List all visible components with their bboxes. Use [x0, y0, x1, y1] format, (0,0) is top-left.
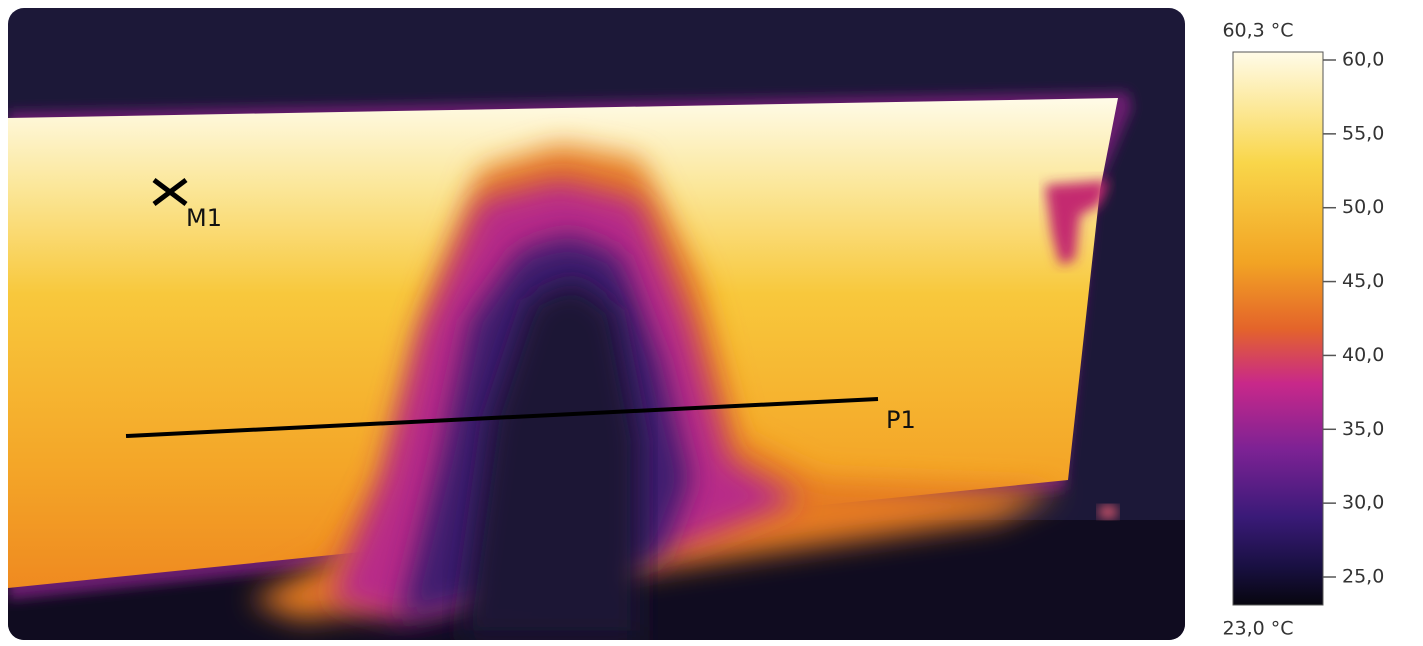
point-label: M1	[186, 204, 222, 232]
profile-line	[125, 397, 879, 438]
tick-label: 45,0	[1342, 270, 1384, 292]
tick-label: 25,0	[1342, 566, 1384, 588]
tick-label: 35,0	[1342, 418, 1384, 440]
tick-label: 40,0	[1342, 344, 1384, 366]
scale-ticks: 60,0 55,0 50,0 45,0 40,0 35,0 30,0 25,0	[1323, 49, 1384, 588]
scale-min: 23,0 °C	[1222, 618, 1293, 640]
color-scale	[1232, 51, 1324, 606]
measure-point	[152, 178, 188, 206]
scale-max: 60,3 °C	[1222, 20, 1293, 42]
tick-label: 50,0	[1342, 196, 1384, 218]
thermal-image: M1 P1	[8, 8, 1185, 640]
tick-label: 30,0	[1342, 492, 1384, 514]
tick-label: 60,0	[1342, 49, 1384, 71]
tick-label: 55,0	[1342, 122, 1384, 144]
line-label: P1	[886, 406, 916, 434]
